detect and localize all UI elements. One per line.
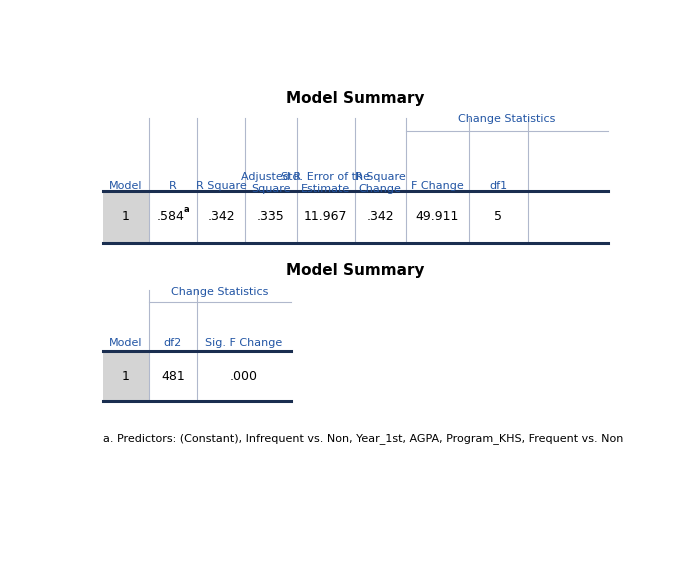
Text: .342: .342	[366, 210, 394, 223]
Text: .584: .584	[156, 210, 184, 223]
Text: .335: .335	[257, 210, 285, 223]
Text: Model: Model	[109, 182, 142, 192]
Text: 5: 5	[494, 210, 502, 223]
Text: Change Statistics: Change Statistics	[459, 115, 556, 125]
Text: Model: Model	[109, 338, 142, 348]
Bar	[103, 191, 149, 243]
Text: 1: 1	[122, 210, 130, 223]
Text: Change Statistics: Change Statistics	[171, 286, 269, 296]
Text: Adjusted R
Square: Adjusted R Square	[241, 172, 301, 194]
Text: df2: df2	[164, 338, 182, 348]
Text: F Change: F Change	[411, 182, 464, 192]
Text: Std. Error of the
Estimate: Std. Error of the Estimate	[281, 172, 370, 194]
Text: Model Summary: Model Summary	[287, 91, 425, 106]
Text: Sig. F Change: Sig. F Change	[205, 338, 282, 348]
Text: 1: 1	[122, 370, 130, 383]
Text: R: R	[169, 182, 177, 192]
Text: R Square: R Square	[196, 182, 246, 192]
Text: a. Predictors: (Constant), Infrequent vs. Non, Year_1st, AGPA, Program_KHS, Freq: a. Predictors: (Constant), Infrequent vs…	[103, 433, 623, 444]
Text: R Square
Change: R Square Change	[355, 172, 405, 194]
Text: df1: df1	[489, 182, 507, 192]
Text: a: a	[183, 205, 189, 214]
Text: 11.967: 11.967	[304, 210, 347, 223]
Text: 481: 481	[161, 370, 185, 383]
Text: 49.911: 49.911	[416, 210, 459, 223]
Text: Model Summary: Model Summary	[287, 263, 425, 278]
Text: .342: .342	[208, 210, 235, 223]
Bar	[103, 351, 149, 401]
Text: .000: .000	[230, 370, 258, 383]
